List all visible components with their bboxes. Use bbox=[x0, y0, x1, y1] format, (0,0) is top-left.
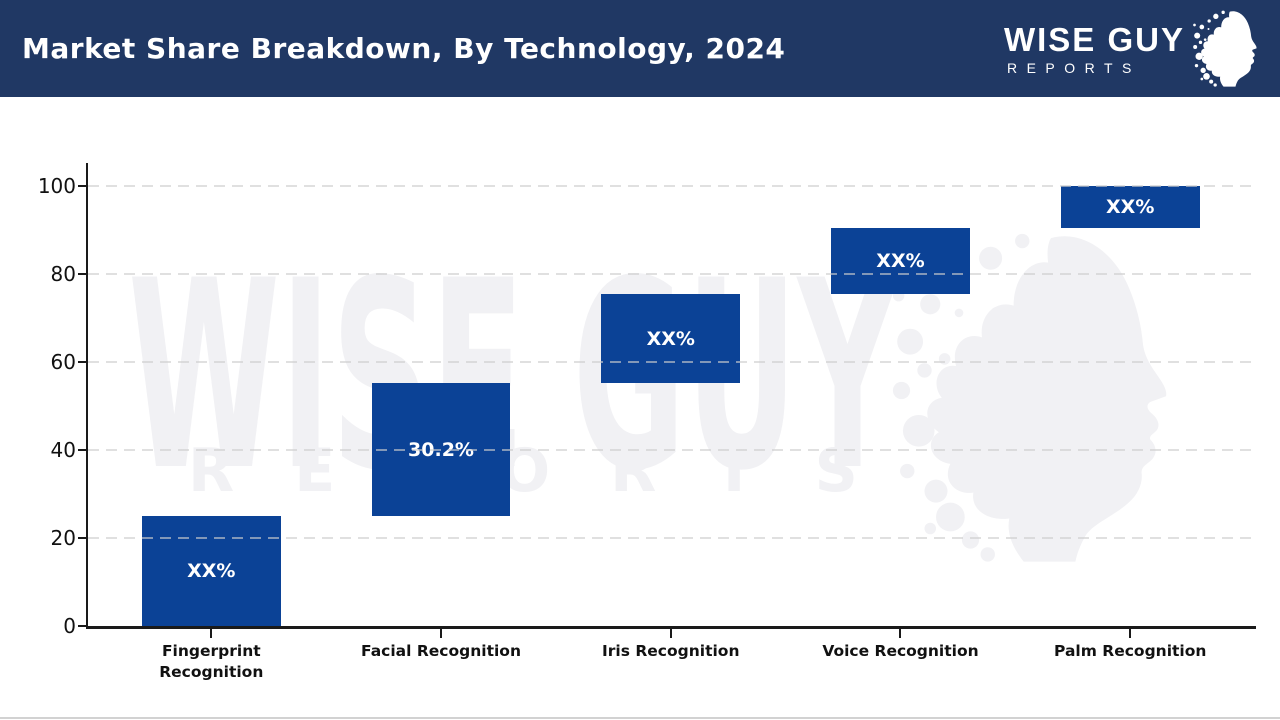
bar-value-label: XX% bbox=[187, 560, 236, 582]
x-category-label: Iris Recognition bbox=[602, 642, 740, 660]
wiseguy-logo: WISE GUY REPORTS bbox=[1004, 7, 1258, 91]
y-tick-label: 0 bbox=[63, 614, 76, 638]
y-tick-label: 20 bbox=[50, 526, 76, 550]
x-axis-line bbox=[86, 626, 1256, 629]
logo-wordmark: WISE GUY bbox=[1003, 20, 1185, 58]
y-gridline bbox=[88, 537, 1256, 539]
bar-value-label: XX% bbox=[1106, 195, 1155, 218]
y-tick bbox=[78, 273, 88, 275]
bar-value-label: XX% bbox=[646, 327, 695, 350]
y-tick-label: 60 bbox=[50, 350, 76, 374]
face-profile-logo-icon bbox=[1191, 7, 1258, 91]
x-tick bbox=[899, 629, 902, 638]
logo-text: WISE GUY REPORTS bbox=[1004, 23, 1185, 75]
y-tick bbox=[78, 449, 88, 451]
bar-value-label: XX% bbox=[876, 250, 925, 273]
y-axis-line bbox=[86, 163, 88, 629]
x-tick bbox=[440, 629, 443, 638]
x-tick bbox=[669, 629, 672, 638]
y-tick-label: 100 bbox=[37, 174, 76, 198]
y-tick bbox=[78, 537, 88, 539]
y-tick-label: 40 bbox=[50, 438, 76, 462]
x-category-label: Facial Recognition bbox=[361, 642, 521, 660]
x-category-label: Fingerprint Recognition bbox=[159, 642, 264, 681]
y-gridline bbox=[88, 185, 1256, 187]
bar: XX% bbox=[831, 227, 970, 295]
x-category-label: Palm Recognition bbox=[1054, 642, 1207, 660]
y-tick bbox=[78, 361, 88, 363]
y-tick bbox=[78, 185, 88, 187]
bar: XX% bbox=[601, 294, 741, 384]
header-bar: Market Share Breakdown, By Technology, 2… bbox=[0, 0, 1280, 97]
bar: XX% bbox=[1060, 186, 1200, 228]
y-tick-label: 80 bbox=[50, 262, 76, 286]
x-category-label: Voice Recognition bbox=[822, 642, 979, 660]
y-gridline bbox=[88, 449, 1256, 451]
logo-subtitle: REPORTS bbox=[1006, 59, 1141, 76]
page-title: Market Share Breakdown, By Technology, 2… bbox=[22, 32, 786, 65]
y-tick bbox=[78, 625, 88, 627]
bottom-divider bbox=[0, 717, 1280, 719]
y-gridline bbox=[88, 273, 1256, 275]
x-tick bbox=[1129, 629, 1132, 638]
y-gridline bbox=[88, 361, 1256, 363]
x-tick bbox=[210, 629, 213, 638]
bar: XX% bbox=[141, 516, 281, 626]
